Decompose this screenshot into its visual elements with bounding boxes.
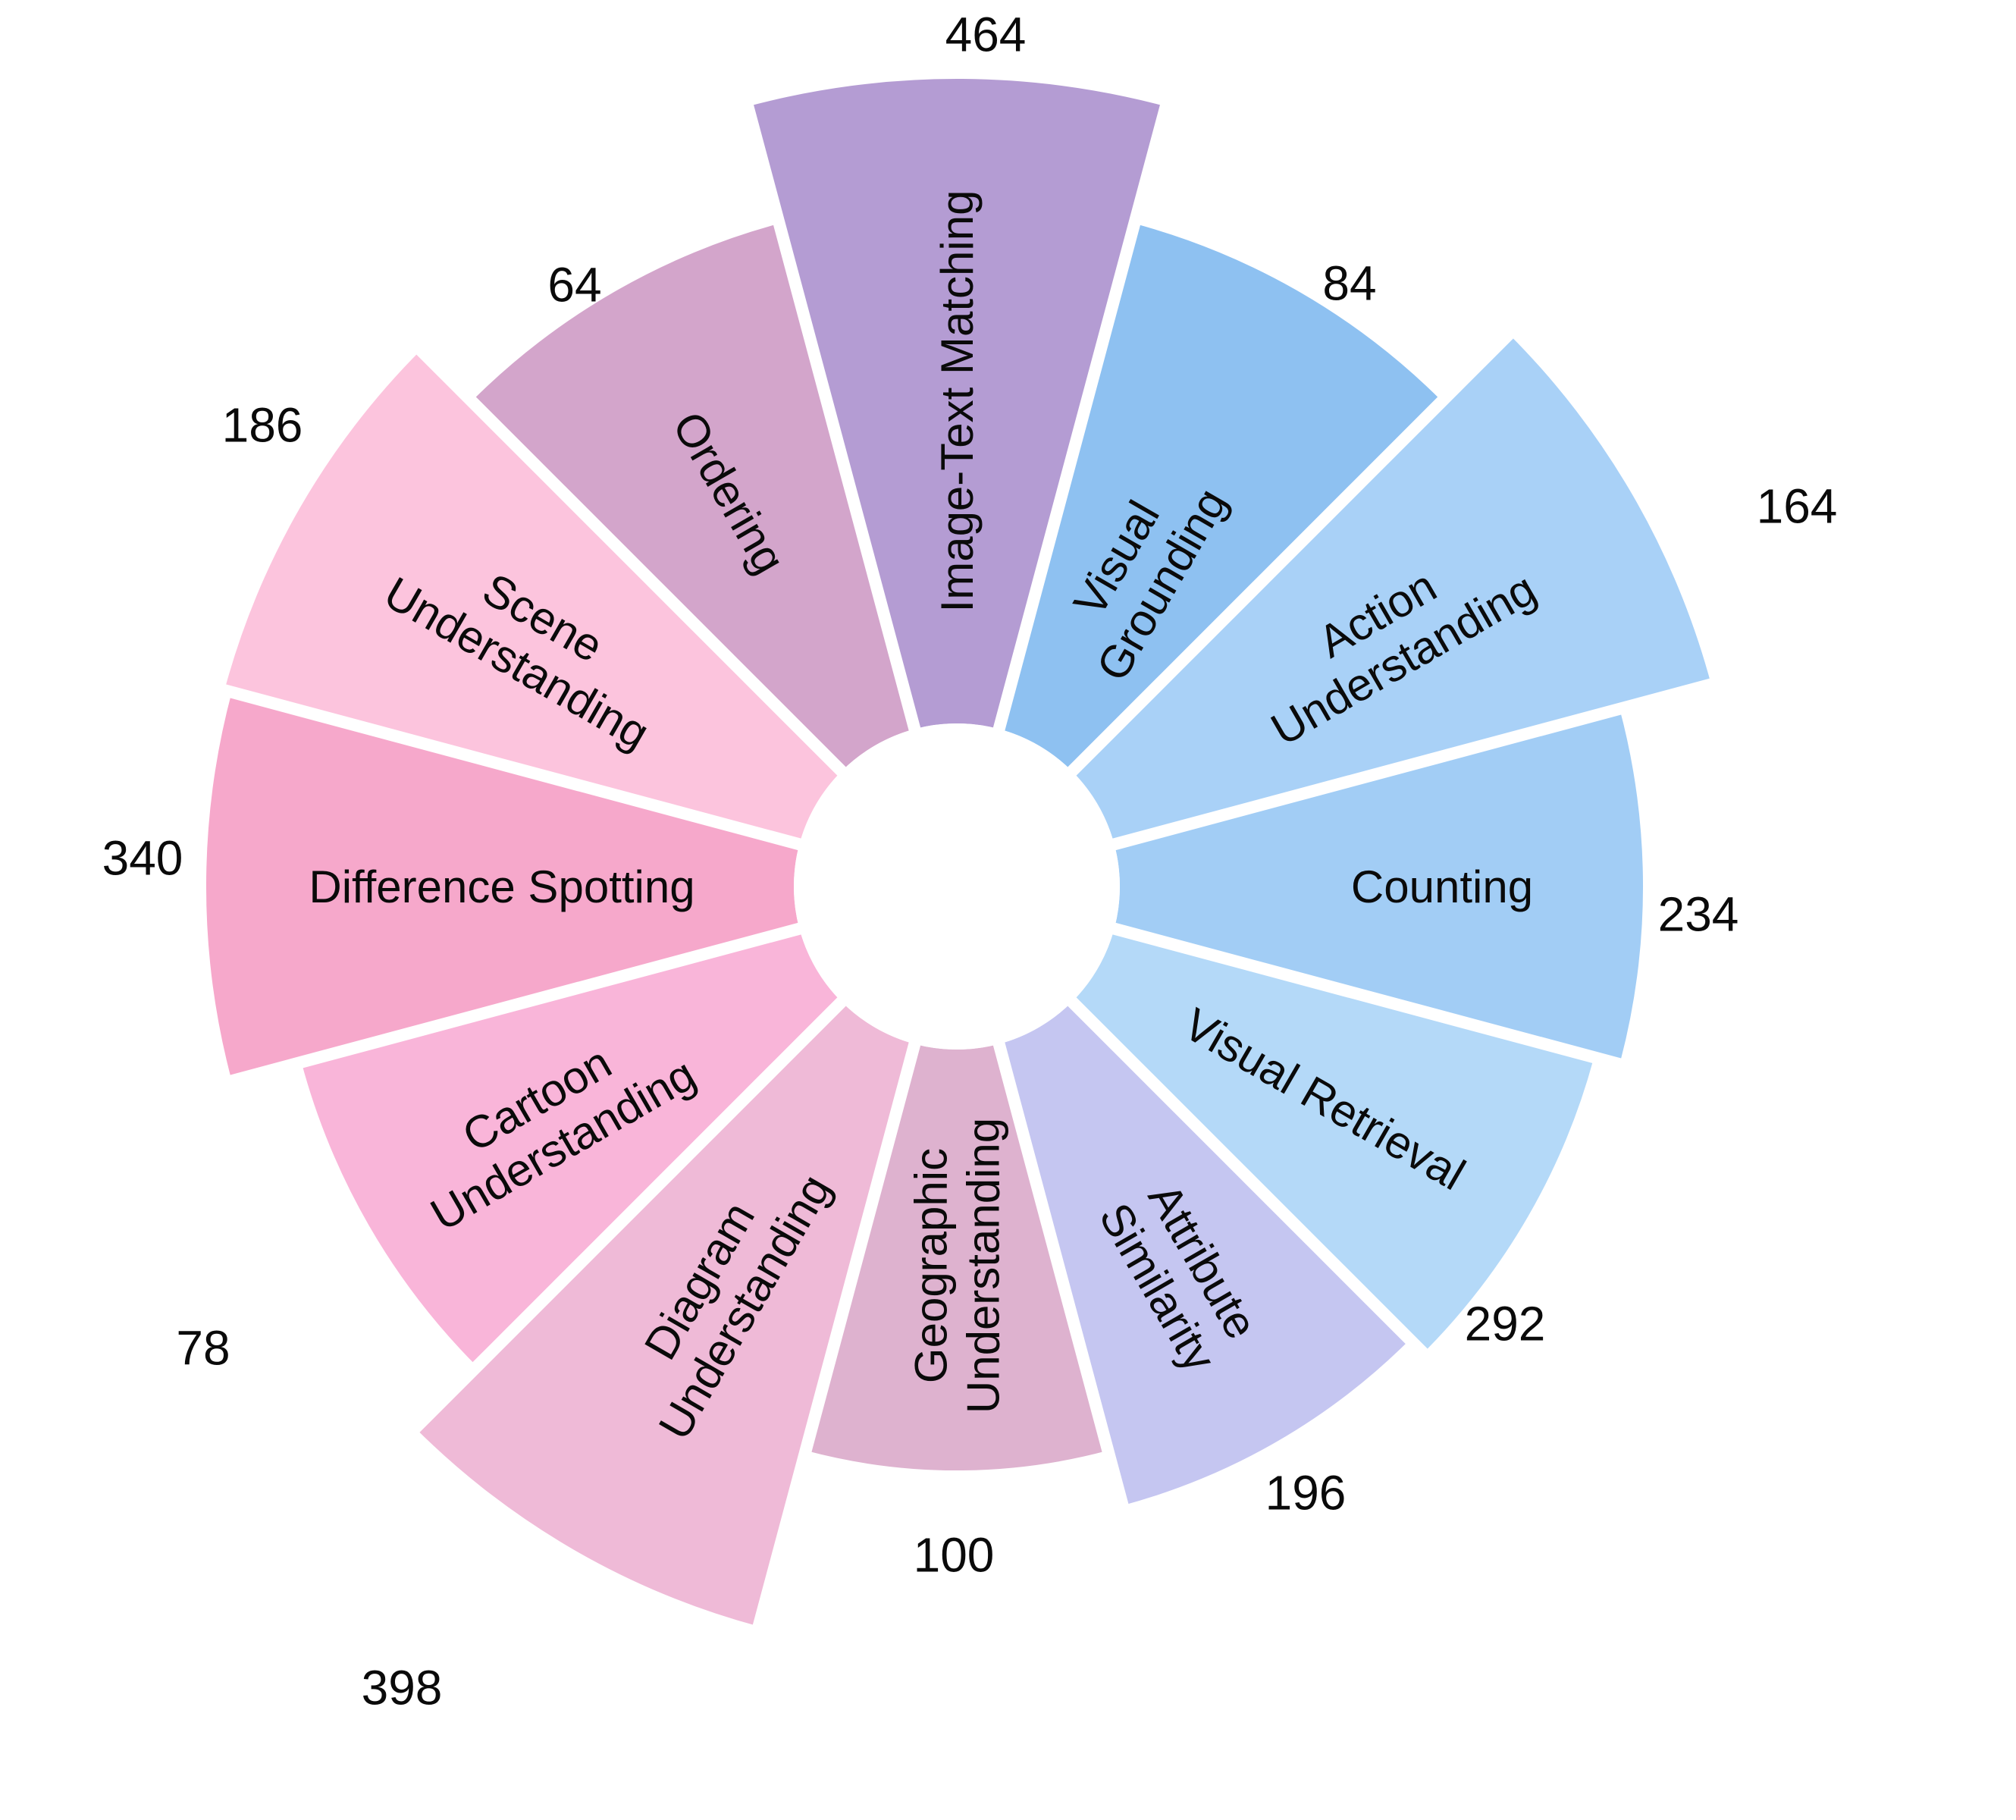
- wedge-cartoon-understanding: [301, 928, 842, 1367]
- gap-line-3: [1068, 661, 1779, 862]
- value-labels-group: 464 84 164 234 292 196 100 398 78 340 186 64: [102, 7, 1838, 1715]
- value-label-cartoon-understanding: 78: [176, 1320, 230, 1375]
- gap-line-1: [981, 64, 1183, 775]
- value-label-geographic-understanding: 100: [914, 1527, 995, 1582]
- wedges-group: [205, 79, 1711, 1627]
- value-label-attribute-similarity: 196: [1265, 1465, 1347, 1520]
- gap-line-5: [1035, 965, 1562, 1492]
- wedge-difference-spotting: [205, 692, 800, 1081]
- gap-line-4: [1068, 911, 1779, 1112]
- wedge-visual-grounding: [999, 223, 1442, 771]
- wedge-label-difference-spotting: Difference Spotting: [309, 861, 694, 912]
- value-label-visual-grounding: 84: [1322, 256, 1376, 310]
- value-label-counting: 234: [1658, 886, 1739, 941]
- value-label-image-text-matching: 464: [945, 7, 1027, 61]
- wedge-ordering: [472, 223, 915, 771]
- value-label-scene-understanding: 186: [222, 397, 303, 452]
- wedge-attribute-similarity: [999, 1002, 1410, 1506]
- value-label-visual-retrieval: 292: [1465, 1296, 1546, 1351]
- wedge-label-counting: Counting: [1351, 861, 1533, 912]
- value-label-diagram-understanding: 398: [362, 1660, 443, 1715]
- value-label-difference-spotting: 340: [102, 830, 183, 885]
- inner-hole: [794, 723, 1120, 1050]
- wedge-geographic-understanding: [805, 1043, 1108, 1471]
- wedge-image-text-matching: [748, 79, 1166, 730]
- value-label-ordering: 64: [547, 257, 601, 312]
- gap-line-0: [731, 64, 933, 775]
- wedge-counting: [1114, 708, 1644, 1065]
- gap-lines-group: [135, 64, 1779, 1709]
- gap-line-9: [135, 911, 845, 1112]
- value-label-action-understanding: 164: [1757, 479, 1838, 533]
- gap-line-2: [1035, 281, 1562, 808]
- wedge-visual-retrieval: [1072, 928, 1594, 1354]
- wedge-action-understanding: [1072, 334, 1711, 845]
- wedge-scene-understanding: [224, 350, 842, 845]
- gap-line-8: [352, 965, 879, 1492]
- gap-line-11: [352, 281, 879, 808]
- gap-line-10: [135, 661, 845, 862]
- wedge-diagram-understanding: [415, 1002, 915, 1627]
- wedge-label-geographic-understanding: GeographicUnderstanding: [906, 1118, 1009, 1414]
- gap-line-6: [981, 998, 1183, 1709]
- wedge-label-image-text-matching: Image-Text Matching: [932, 190, 983, 613]
- gap-line-7: [731, 998, 933, 1709]
